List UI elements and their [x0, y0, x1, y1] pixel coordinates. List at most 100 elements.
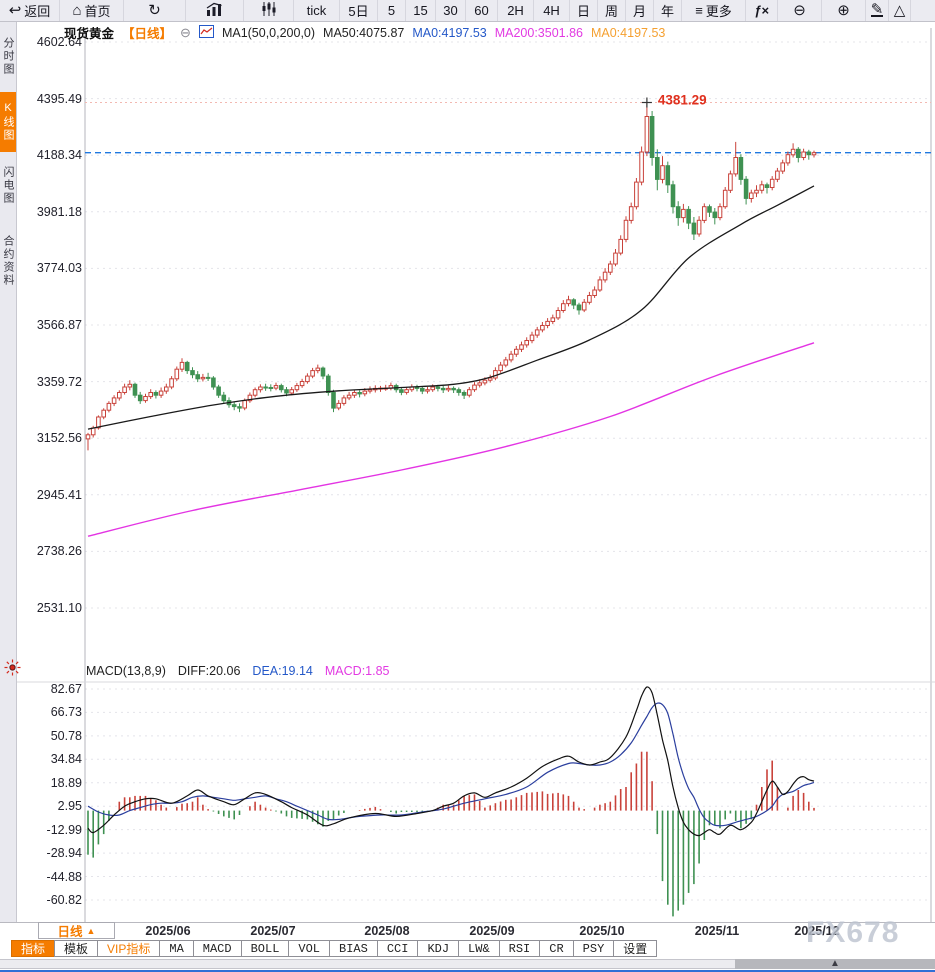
- month-label: 2025/06: [145, 924, 191, 938]
- candles-icon: [261, 2, 277, 19]
- diff-value: DIFF:20.06: [177, 663, 241, 678]
- sidebar-tab-item[interactable]: 闪电图: [0, 156, 16, 214]
- price-axis-label: 3981.18: [36, 204, 82, 219]
- scroll-handle-icon: ▲: [830, 958, 840, 969]
- sidebar-tab-item[interactable]: 合约资料: [0, 222, 16, 300]
- indicator-button-psy[interactable]: PSY: [572, 940, 615, 957]
- toolbar-label: 返回: [24, 4, 51, 19]
- toolbar-label: 60: [474, 3, 489, 18]
- toolbar-label: 15: [413, 3, 428, 18]
- toolbar-more-button[interactable]: ≡ 更多: [682, 0, 746, 21]
- indicator-button-vol[interactable]: VOL: [288, 940, 331, 957]
- macd-axis-label: 82.67: [50, 682, 82, 696]
- toolbar-fx-button[interactable]: ƒ×: [746, 0, 778, 21]
- toolbar-line-chart-button[interactable]: [186, 0, 244, 21]
- sidebar-tab-active[interactable]: K线图: [0, 92, 16, 152]
- indicator-button-指标[interactable]: 指标: [11, 940, 56, 957]
- ma0-blue-value: MA0:4197.53: [412, 25, 487, 40]
- toolbar-tick-button[interactable]: tick: [294, 0, 340, 21]
- toolbar-draw-button[interactable]: ✎: [866, 0, 889, 21]
- zoom-in-icon: ⊕: [837, 2, 850, 19]
- mini-chart-icon[interactable]: [198, 24, 214, 41]
- macd-axis-label: -60.82: [46, 893, 82, 907]
- x-axis-band: [0, 922, 935, 940]
- horizontal-scrollbar-track[interactable]: [0, 959, 935, 969]
- price-axis-label: 2738.26: [36, 544, 82, 559]
- sidebar-tab-item[interactable]: 分时图: [0, 27, 16, 85]
- macd-axis-label: 2.95: [57, 799, 82, 814]
- toolbar-label: 30: [443, 3, 458, 18]
- back-icon: ↩: [8, 2, 22, 19]
- indicator-settings-icon[interactable]: [4, 659, 21, 681]
- symbol-name: 现货黄金: [64, 27, 115, 41]
- macd-axis-label: -44.88: [46, 869, 82, 884]
- toolbar-2h-button[interactable]: 2H: [498, 0, 534, 21]
- toolbar-day-button[interactable]: 日: [570, 0, 598, 21]
- indicator-toolbar: 指标 模板 VIP指标 MA MACD BOLL VOL BIAS CCI KDJ LW& RSI CR…: [11, 940, 658, 958]
- month-label: 2025/08: [364, 924, 410, 938]
- toolbar-15m-button[interactable]: 15: [406, 0, 436, 21]
- price-axis-label: 3152.56: [36, 431, 82, 446]
- toolbar-back-button[interactable]: ↩ 返回: [0, 0, 60, 21]
- collapse-icon[interactable]: ⊖: [180, 24, 191, 40]
- indicator-button-lw[interactable]: LW&: [458, 940, 500, 957]
- macd-axis-label: 66.73: [50, 705, 82, 720]
- indicator-button-cci[interactable]: CCI: [376, 940, 419, 957]
- indicator-button-cr[interactable]: CR: [539, 940, 574, 957]
- ma-settings-label: MA1(50,0,200,0): [221, 25, 316, 40]
- period-selector-label: 日线: [57, 925, 83, 939]
- month-label: 2025/11: [694, 924, 740, 938]
- price-axis-label: 4602.64: [36, 35, 82, 49]
- toolbar-shapes-button[interactable]: △: [889, 0, 911, 21]
- toolbar-refresh-button[interactable]: ↻: [124, 0, 186, 21]
- period-badge: 【日线】: [122, 27, 173, 41]
- toolbar-home-button[interactable]: ⌂ 首页: [60, 0, 124, 21]
- price-axis-label: 3359.72: [36, 374, 82, 389]
- fx-icon: ƒ×: [754, 3, 769, 18]
- indicator-button-模板[interactable]: 模板: [54, 940, 99, 957]
- toolbar-4h-button[interactable]: 4H: [534, 0, 570, 21]
- indicator-button-boll[interactable]: BOLL: [240, 940, 290, 957]
- indicator-button-macd[interactable]: MACD: [192, 940, 242, 957]
- pane-borders: [0, 28, 935, 922]
- macd-header: MACD(13,8,9) DIFF:20.06 DEA:19.14 MACD:1…: [86, 663, 390, 678]
- indicator-button-bias[interactable]: BIAS: [329, 940, 378, 957]
- toolbar-label: 年: [660, 4, 674, 19]
- toolbar-month-button[interactable]: 月: [626, 0, 654, 21]
- toolbar-week-button[interactable]: 周: [598, 0, 626, 21]
- toolbar-5m-button[interactable]: 5: [378, 0, 406, 21]
- toolbar-candle-chart-button[interactable]: [244, 0, 294, 21]
- home-icon: ⌂: [72, 2, 82, 19]
- indicator-button-vip指标[interactable]: VIP指标: [97, 940, 161, 957]
- macd-axis-label: -28.94: [46, 846, 82, 861]
- dea-value: DEA:19.14: [252, 663, 313, 678]
- toolbar-zoom-out-button[interactable]: ⊖: [778, 0, 822, 21]
- toolbar-60m-button[interactable]: 60: [466, 0, 498, 21]
- month-label: 2025/10: [579, 924, 625, 938]
- diff-line: [87, 686, 815, 837]
- period-selector[interactable]: 日线 ▲: [38, 922, 115, 939]
- bottom-accent-line: [0, 970, 935, 972]
- toolbar-label: 2H: [507, 3, 524, 18]
- toolbar-5d-button[interactable]: 5日: [340, 0, 378, 21]
- toolbar-year-button[interactable]: 年: [654, 0, 682, 21]
- ma200-line: [87, 342, 815, 537]
- ma200-value: MA200:3501.86: [494, 25, 583, 40]
- top-toolbar: ↩ 返回 ⌂ 首页 ↻ tick 5日 5 15 30 60 2H 4H 日周月年 ≡ 更多 ƒ× ⊖ ⊕ ✎ △: [0, 0, 935, 22]
- price-chart-header: 现货黄金 【日线】 ⊖ MA1(50,0,200,0) MA50:4075.87…: [64, 24, 665, 41]
- toolbar-zoom-in-button[interactable]: ⊕: [822, 0, 866, 21]
- gridlines: [85, 41, 931, 901]
- horizontal-scrollbar-thumb[interactable]: ▲: [735, 959, 935, 969]
- price-axis-label: 2945.41: [36, 487, 82, 502]
- toolbar-label: tick: [306, 3, 327, 18]
- toolbar-30m-button[interactable]: 30: [436, 0, 466, 21]
- macd-params-label: MACD(13,8,9): [86, 663, 166, 678]
- indicator-button-kdj[interactable]: KDJ: [417, 940, 460, 957]
- menu-icon: ≡: [695, 3, 703, 18]
- indicator-button-rsi[interactable]: RSI: [498, 940, 541, 957]
- indicator-button-设置[interactable]: 设置: [613, 940, 658, 957]
- indicator-button-ma[interactable]: MA: [159, 940, 194, 957]
- toolbar-label: 更多: [705, 4, 732, 19]
- toolbar-label: 月: [632, 4, 646, 19]
